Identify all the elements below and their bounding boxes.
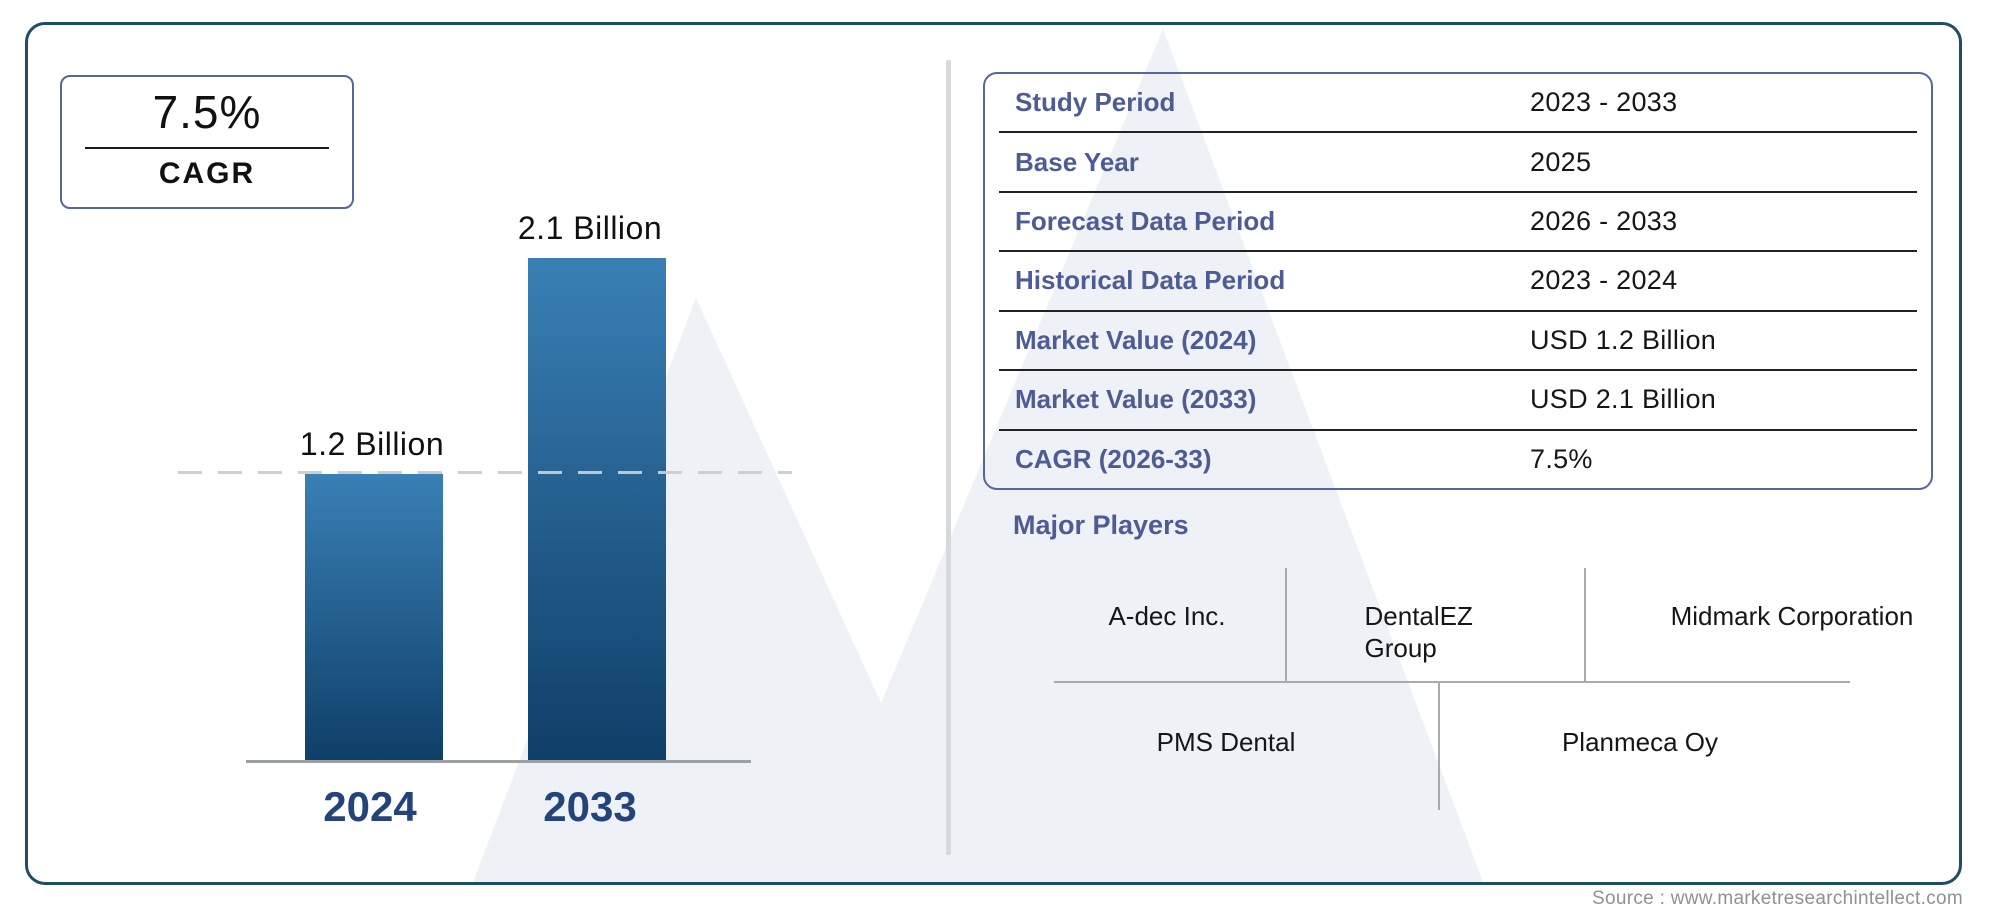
cagr-value: 7.5% xyxy=(152,86,262,138)
player-pms-dental: PMS Dental xyxy=(1156,727,1296,757)
row-value: 2026 - 2033 xyxy=(1530,206,1678,237)
player-a-dec-inc: A-dec Inc. xyxy=(1108,601,1226,631)
axis-tick-2024: 2024 xyxy=(323,783,417,830)
reference-dashed-line xyxy=(178,471,792,474)
bar-2033 xyxy=(528,258,666,761)
player-midmark-corporation: Midmark Corporation xyxy=(1670,601,1914,631)
row-label: Historical Data Period xyxy=(1015,265,1286,296)
row-value: 2025 xyxy=(1530,146,1592,177)
table-row: Historical Data Period 2023 - 2024 xyxy=(999,252,1917,312)
x-axis-baseline xyxy=(246,760,751,763)
table-row: CAGR (2026-33) 7.5% xyxy=(999,431,1917,488)
table-row: Market Value (2033) USD 2.1 Billion xyxy=(999,371,1917,431)
player-planmeca-oy: Planmeca Oy xyxy=(1561,727,1719,757)
cagr-badge: 7.5% CAGR xyxy=(60,75,354,209)
players-divider-vertical-3 xyxy=(1438,683,1440,810)
row-label: Market Value (2033) xyxy=(1015,384,1257,415)
row-label: Study Period xyxy=(1015,87,1176,118)
major-players-title: Major Players xyxy=(1013,510,1189,540)
row-value: USD 1.2 Billion xyxy=(1530,324,1717,355)
source-attribution: Source : www.marketresearchintellect.com xyxy=(1591,888,1963,909)
row-label: Market Value (2024) xyxy=(1015,324,1257,355)
row-value: 2023 - 2033 xyxy=(1530,87,1678,118)
table-row: Base Year 2025 xyxy=(999,133,1917,193)
player-dentalez-group: DentalEZ Group xyxy=(1364,601,1473,663)
row-label: Forecast Data Period xyxy=(1015,206,1276,237)
row-label: Base Year xyxy=(1015,146,1139,177)
bar-2024 xyxy=(305,474,443,761)
cagr-divider-line xyxy=(85,147,329,149)
bar-value-label-0: 1.2 Billion xyxy=(299,426,445,462)
cagr-label: CAGR xyxy=(158,157,256,190)
row-label: CAGR (2026-33) xyxy=(1015,443,1212,474)
axis-tick-2033: 2033 xyxy=(543,783,637,830)
table-row: Forecast Data Period 2026 - 2033 xyxy=(999,193,1917,253)
row-value: 7.5% xyxy=(1530,443,1593,474)
table-row: Market Value (2024) USD 1.2 Billion xyxy=(999,312,1917,372)
mountain-m-watermark xyxy=(473,29,1483,882)
vertical-divider xyxy=(946,60,951,855)
row-value: 2023 - 2024 xyxy=(1530,265,1678,296)
market-info-table: Study Period 2023 - 2033 Base Year 2025 … xyxy=(983,72,1933,490)
players-divider-horizontal xyxy=(1054,681,1850,683)
table-row: Study Period 2023 - 2033 xyxy=(999,74,1917,134)
bar-value-label-1: 2.1 Billion xyxy=(517,210,663,246)
row-value: USD 2.1 Billion xyxy=(1530,384,1717,415)
players-divider-vertical-1 xyxy=(1285,568,1287,681)
players-divider-vertical-2 xyxy=(1584,568,1586,681)
